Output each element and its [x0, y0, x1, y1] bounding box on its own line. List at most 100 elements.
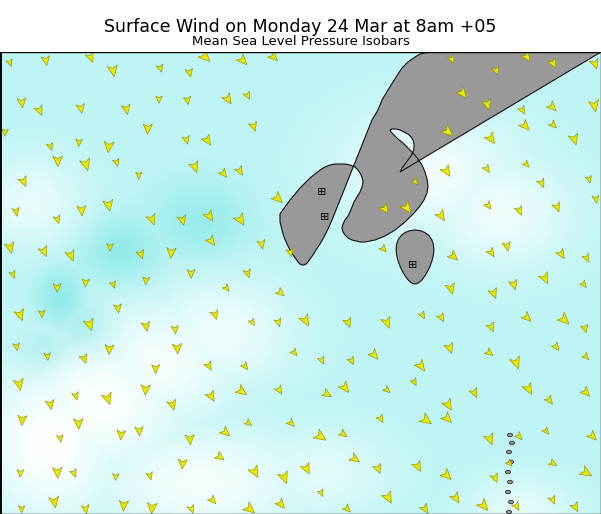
Polygon shape: [469, 387, 477, 398]
Polygon shape: [587, 430, 596, 440]
Polygon shape: [46, 142, 53, 151]
Polygon shape: [17, 175, 26, 187]
Polygon shape: [107, 65, 117, 77]
Polygon shape: [19, 506, 25, 513]
Polygon shape: [484, 132, 495, 144]
Polygon shape: [286, 418, 294, 427]
Polygon shape: [142, 277, 150, 285]
Polygon shape: [280, 52, 601, 265]
Polygon shape: [299, 314, 308, 326]
Polygon shape: [76, 103, 84, 114]
Polygon shape: [218, 168, 227, 177]
Polygon shape: [117, 430, 126, 440]
Polygon shape: [486, 322, 493, 332]
Ellipse shape: [507, 433, 513, 437]
Polygon shape: [317, 489, 323, 497]
Ellipse shape: [505, 490, 510, 494]
Polygon shape: [189, 160, 198, 173]
Polygon shape: [521, 311, 531, 321]
Polygon shape: [13, 378, 23, 391]
Polygon shape: [104, 141, 114, 153]
Polygon shape: [592, 195, 599, 204]
Polygon shape: [317, 356, 324, 364]
Polygon shape: [18, 415, 27, 426]
Ellipse shape: [510, 441, 514, 445]
Polygon shape: [419, 413, 432, 424]
Polygon shape: [381, 490, 391, 503]
Polygon shape: [342, 504, 350, 512]
Polygon shape: [103, 199, 113, 211]
Polygon shape: [585, 175, 591, 183]
Polygon shape: [441, 124, 453, 136]
Polygon shape: [53, 284, 61, 292]
Polygon shape: [114, 304, 121, 313]
Polygon shape: [233, 213, 244, 225]
Polygon shape: [178, 459, 188, 469]
Polygon shape: [201, 134, 210, 145]
Text: ⊞: ⊞: [320, 212, 330, 222]
Ellipse shape: [508, 460, 513, 464]
Polygon shape: [447, 250, 457, 260]
Polygon shape: [206, 235, 215, 245]
Polygon shape: [579, 280, 587, 288]
Polygon shape: [38, 245, 46, 256]
Polygon shape: [568, 133, 578, 145]
Polygon shape: [548, 58, 556, 68]
Polygon shape: [581, 324, 588, 333]
Polygon shape: [488, 287, 496, 299]
Polygon shape: [183, 96, 191, 105]
Polygon shape: [17, 469, 24, 477]
Polygon shape: [419, 503, 428, 513]
Polygon shape: [552, 202, 560, 212]
Polygon shape: [83, 318, 93, 331]
Polygon shape: [349, 453, 359, 462]
Polygon shape: [102, 392, 111, 405]
Polygon shape: [14, 308, 23, 321]
Polygon shape: [588, 100, 599, 112]
Polygon shape: [187, 269, 195, 279]
Polygon shape: [546, 101, 556, 111]
Polygon shape: [376, 414, 383, 423]
Polygon shape: [557, 312, 569, 324]
Polygon shape: [548, 458, 557, 466]
Polygon shape: [9, 270, 15, 278]
Polygon shape: [243, 268, 250, 278]
Text: ⊞: ⊞: [317, 187, 327, 197]
Polygon shape: [182, 135, 189, 144]
Polygon shape: [12, 207, 19, 216]
Polygon shape: [151, 364, 160, 374]
Polygon shape: [248, 465, 258, 478]
Polygon shape: [483, 200, 491, 209]
Polygon shape: [4, 242, 14, 253]
Polygon shape: [285, 248, 293, 256]
Polygon shape: [338, 429, 347, 437]
Polygon shape: [146, 213, 155, 225]
Polygon shape: [56, 434, 63, 443]
Polygon shape: [410, 378, 416, 386]
Polygon shape: [72, 392, 78, 400]
Polygon shape: [77, 205, 86, 216]
Polygon shape: [555, 248, 564, 259]
Polygon shape: [167, 248, 176, 259]
Polygon shape: [166, 399, 175, 410]
Polygon shape: [521, 51, 529, 62]
Polygon shape: [85, 52, 93, 62]
Polygon shape: [113, 473, 119, 481]
Polygon shape: [248, 318, 254, 325]
Polygon shape: [69, 468, 76, 478]
Polygon shape: [136, 172, 142, 179]
Polygon shape: [141, 384, 150, 395]
Polygon shape: [380, 316, 390, 328]
Polygon shape: [492, 66, 499, 75]
Polygon shape: [441, 412, 451, 423]
Polygon shape: [49, 496, 59, 508]
Ellipse shape: [505, 470, 510, 474]
Polygon shape: [383, 386, 390, 393]
Polygon shape: [82, 279, 90, 287]
Text: Surface Wind on Monday 24 Mar at 8am +05: Surface Wind on Monday 24 Mar at 8am +05: [105, 18, 496, 36]
Polygon shape: [519, 119, 529, 130]
Polygon shape: [52, 467, 63, 479]
Polygon shape: [542, 427, 549, 434]
Polygon shape: [511, 501, 519, 510]
Polygon shape: [41, 56, 49, 66]
